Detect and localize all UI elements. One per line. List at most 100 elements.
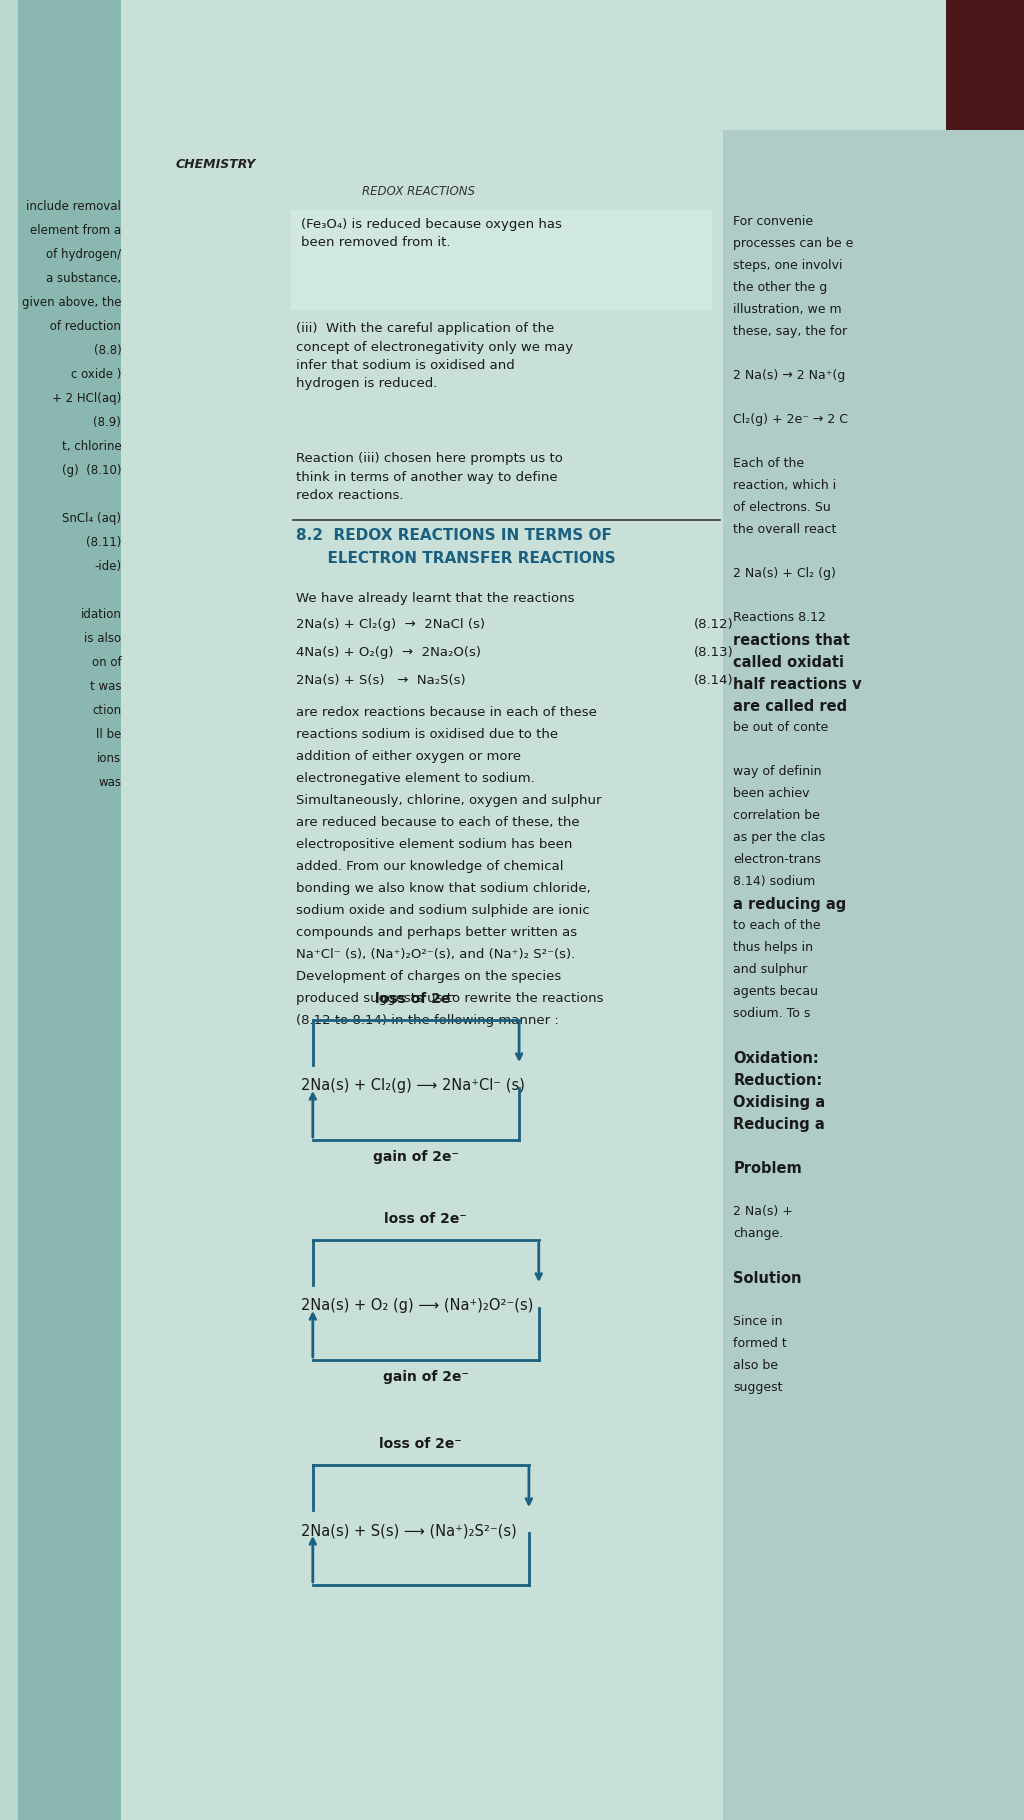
Text: Each of the: Each of the: [733, 457, 805, 470]
Text: sodium oxide and sodium sulphide are ionic: sodium oxide and sodium sulphide are ion…: [296, 905, 590, 917]
Text: loss of 2e⁻: loss of 2e⁻: [380, 1438, 462, 1451]
Text: compounds and perhaps better written as: compounds and perhaps better written as: [296, 926, 578, 939]
Text: (8.14): (8.14): [694, 673, 733, 686]
Text: Reactions 8.12: Reactions 8.12: [733, 612, 826, 624]
Text: are redox reactions because in each of these: are redox reactions because in each of t…: [296, 706, 597, 719]
Text: electron-trans: electron-trans: [733, 854, 821, 866]
Text: electropositive element sodium has been: electropositive element sodium has been: [296, 837, 572, 852]
Text: ction: ction: [92, 704, 121, 717]
Text: on of: on of: [91, 655, 121, 670]
Text: (Fe₃O₄) is reduced because oxygen has
been removed from it.: (Fe₃O₄) is reduced because oxygen has be…: [301, 218, 562, 249]
Text: 2Na(s) + Cl₂(g)  →  2NaCl (s): 2Na(s) + Cl₂(g) → 2NaCl (s): [296, 619, 485, 632]
Text: 8.2  REDOX REACTIONS IN TERMS OF
      ELECTRON TRANSFER REACTIONS: 8.2 REDOX REACTIONS IN TERMS OF ELECTRON…: [296, 528, 615, 566]
Text: CHEMISTRY: CHEMISTRY: [175, 158, 256, 171]
Text: We have already learnt that the reactions: We have already learnt that the reaction…: [296, 592, 574, 604]
Text: produced suggests us to rewrite the reactions: produced suggests us to rewrite the reac…: [296, 992, 603, 1005]
Text: 8.14) sodium: 8.14) sodium: [733, 875, 815, 888]
Text: t was: t was: [90, 681, 121, 693]
Text: (8.11): (8.11): [86, 537, 121, 550]
Text: these, say, the for: these, say, the for: [733, 326, 848, 339]
Text: are called red: are called red: [733, 699, 848, 713]
Text: formed t: formed t: [733, 1338, 787, 1350]
Text: as per the clas: as per the clas: [733, 832, 825, 844]
Text: are reduced because to each of these, the: are reduced because to each of these, th…: [296, 815, 580, 828]
Text: 2 Na(s) +: 2 Na(s) +: [733, 1205, 794, 1218]
Text: element from a: element from a: [30, 224, 121, 237]
Text: agents becau: agents becau: [733, 985, 818, 997]
FancyBboxPatch shape: [291, 209, 712, 309]
Text: (8.9): (8.9): [93, 417, 121, 430]
Text: the other the g: the other the g: [733, 280, 827, 295]
Text: 4Na(s) + O₂(g)  →  2Na₂O(s): 4Na(s) + O₂(g) → 2Na₂O(s): [296, 646, 481, 659]
Text: (8.12 to 8.14) in the following manner :: (8.12 to 8.14) in the following manner :: [296, 1014, 559, 1026]
Text: Reduction:: Reduction:: [733, 1074, 822, 1088]
Text: SnCl₄ (aq): SnCl₄ (aq): [62, 511, 121, 524]
Text: REDOX REACTIONS: REDOX REACTIONS: [361, 186, 475, 198]
Text: reactions that: reactions that: [733, 633, 850, 648]
Text: and sulphur: and sulphur: [733, 963, 808, 976]
Text: change.: change.: [733, 1227, 783, 1239]
Text: Na⁺Cl⁻ (s), (Na⁺)₂O²⁻(s), and (Na⁺)₂ S²⁻(s).: Na⁺Cl⁻ (s), (Na⁺)₂O²⁻(s), and (Na⁺)₂ S²⁻…: [296, 948, 575, 961]
Text: 2Na(s) + S(s)   →  Na₂S(s): 2Na(s) + S(s) → Na₂S(s): [296, 673, 466, 686]
Text: addition of either oxygen or more: addition of either oxygen or more: [296, 750, 521, 763]
Text: sodium. To s: sodium. To s: [733, 1006, 811, 1019]
Text: 2Na(s) + S(s) ⟶ (Na⁺)₂S²⁻(s): 2Na(s) + S(s) ⟶ (Na⁺)₂S²⁻(s): [301, 1523, 517, 1538]
Text: Problem: Problem: [733, 1161, 802, 1176]
Text: way of definin: way of definin: [733, 764, 821, 777]
Text: half reactions v: half reactions v: [733, 677, 862, 692]
Text: For convenie: For convenie: [733, 215, 813, 228]
Text: given above, the: given above, the: [22, 297, 121, 309]
Text: Oxidation:: Oxidation:: [733, 1050, 819, 1067]
Text: suggest: suggest: [733, 1381, 782, 1394]
Text: ions: ions: [97, 752, 121, 764]
Text: loss of 2e⁻: loss of 2e⁻: [375, 992, 458, 1006]
Text: loss of 2e⁻: loss of 2e⁻: [384, 1212, 467, 1227]
Text: gain of 2e⁻: gain of 2e⁻: [373, 1150, 459, 1165]
Text: correlation be: correlation be: [733, 810, 820, 823]
Text: a substance,: a substance,: [46, 271, 121, 286]
Text: electronegative element to sodium.: electronegative element to sodium.: [296, 772, 535, 784]
Text: Solution: Solution: [733, 1270, 802, 1287]
Text: ll be: ll be: [96, 728, 121, 741]
Text: gain of 2e⁻: gain of 2e⁻: [383, 1370, 469, 1383]
Text: was: was: [98, 775, 121, 790]
Text: bonding we also know that sodium chloride,: bonding we also know that sodium chlorid…: [296, 883, 591, 895]
Text: c oxide ): c oxide ): [71, 368, 121, 380]
Text: to each of the: to each of the: [733, 919, 821, 932]
Text: (g)  (8.10): (g) (8.10): [61, 464, 121, 477]
FancyBboxPatch shape: [18, 0, 1024, 129]
Text: processes can be e: processes can be e: [733, 237, 854, 249]
Text: added. From our knowledge of chemical: added. From our knowledge of chemical: [296, 861, 563, 874]
Text: + 2 HCl(aq): + 2 HCl(aq): [52, 391, 121, 406]
Text: -ide): -ide): [94, 561, 121, 573]
Text: called oxidati: called oxidati: [733, 655, 844, 670]
Text: 2 Na(s) + Cl₂ (g): 2 Na(s) + Cl₂ (g): [733, 568, 837, 581]
Text: reactions sodium is oxidised due to the: reactions sodium is oxidised due to the: [296, 728, 558, 741]
Text: (8.8): (8.8): [93, 344, 121, 357]
Text: 2Na(s) + O₂ (g) ⟶ (Na⁺)₂O²⁻(s): 2Na(s) + O₂ (g) ⟶ (Na⁺)₂O²⁻(s): [301, 1298, 534, 1312]
Text: (8.13): (8.13): [694, 646, 734, 659]
Text: steps, one involvi: steps, one involvi: [733, 258, 843, 271]
Text: also be: also be: [733, 1360, 778, 1372]
FancyBboxPatch shape: [723, 129, 1024, 1820]
Text: is also: is also: [84, 632, 121, 644]
Text: (iii)  With the careful application of the
concept of electronegativity only we : (iii) With the careful application of th…: [296, 322, 573, 391]
FancyBboxPatch shape: [121, 0, 946, 1820]
Text: Reaction (iii) chosen here prompts us to
think in terms of another way to define: Reaction (iii) chosen here prompts us to…: [296, 451, 563, 502]
Text: Oxidising a: Oxidising a: [733, 1096, 825, 1110]
Text: of electrons. Su: of electrons. Su: [733, 501, 831, 513]
Text: Development of charges on the species: Development of charges on the species: [296, 970, 561, 983]
Text: t, chlorine: t, chlorine: [61, 440, 121, 453]
Text: Reducing a: Reducing a: [733, 1117, 825, 1132]
Text: Since in: Since in: [733, 1316, 782, 1329]
Text: 2Na(s) + Cl₂(g) ⟶ 2Na⁺Cl⁻ (s): 2Na(s) + Cl₂(g) ⟶ 2Na⁺Cl⁻ (s): [301, 1077, 525, 1094]
Text: a reducing ag: a reducing ag: [733, 897, 847, 912]
Text: of hydrogen/: of hydrogen/: [46, 248, 121, 260]
Text: of reduction: of reduction: [46, 320, 121, 333]
Text: be out of conte: be out of conte: [733, 721, 828, 733]
Text: (8.12): (8.12): [694, 619, 734, 632]
Text: Simultaneously, chlorine, oxygen and sulphur: Simultaneously, chlorine, oxygen and sul…: [296, 794, 602, 806]
Text: been achiev: been achiev: [733, 786, 810, 801]
Text: include removal: include removal: [27, 200, 121, 213]
Text: 2 Na(s) → 2 Na⁺(g: 2 Na(s) → 2 Na⁺(g: [733, 369, 846, 382]
